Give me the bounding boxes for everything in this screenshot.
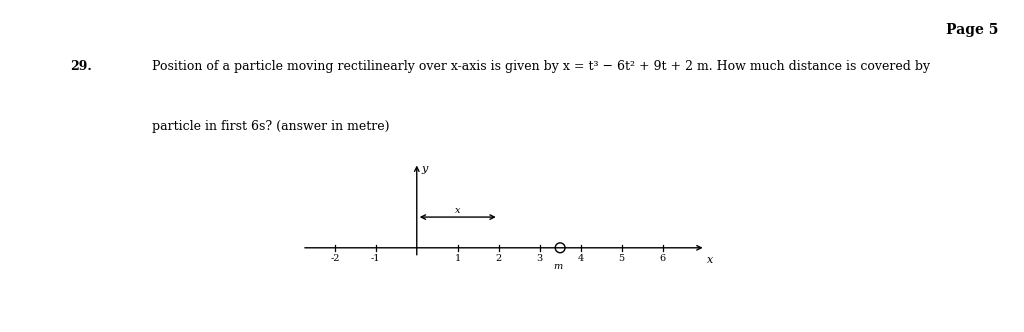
- Text: particle in first 6s? (answer in metre): particle in first 6s? (answer in metre): [152, 120, 389, 132]
- Text: -2: -2: [330, 254, 340, 263]
- Text: 5: 5: [618, 254, 625, 263]
- Text: x: x: [455, 207, 461, 215]
- Text: 4: 4: [578, 254, 584, 263]
- Text: 29.: 29.: [70, 60, 91, 73]
- Text: 1: 1: [455, 254, 461, 263]
- Text: x: x: [707, 255, 713, 265]
- Text: Position of a particle moving rectilinearly over x-axis is given by x = t³ − 6t²: Position of a particle moving rectilinea…: [152, 60, 930, 73]
- Text: m: m: [553, 262, 563, 271]
- Text: -1: -1: [371, 254, 381, 263]
- Text: 3: 3: [537, 254, 543, 263]
- Text: 2: 2: [496, 254, 502, 263]
- Text: y: y: [422, 164, 428, 174]
- Text: 6: 6: [659, 254, 666, 263]
- Text: Page 5: Page 5: [946, 23, 998, 37]
